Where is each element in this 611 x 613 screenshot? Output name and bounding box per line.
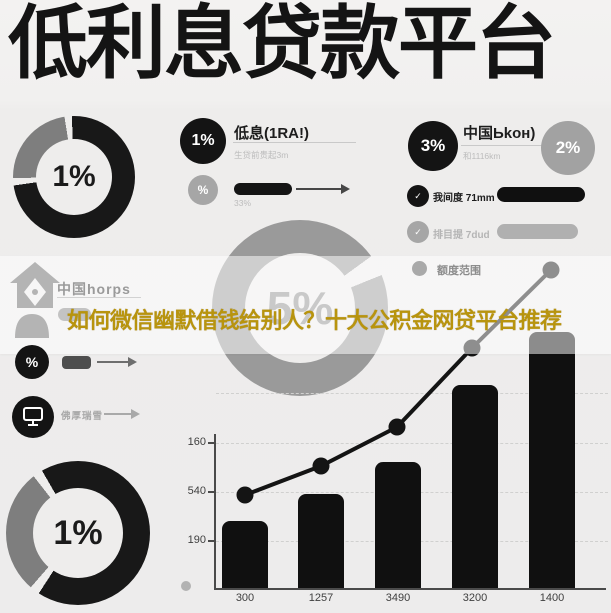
x-tick-label: 300: [235, 592, 255, 604]
progress-pill-dark: [234, 183, 292, 195]
stat-subtext-km: 和1116km: [463, 151, 501, 161]
stat-label-low-interest: 低息(1RA!): [234, 125, 309, 142]
check-icon: ✓: [407, 185, 429, 207]
bar-3490: [375, 462, 421, 588]
y-tick-label: 190: [187, 534, 206, 546]
row-b-label: 排目提 7dud: [433, 230, 490, 241]
monitor-icon: [12, 396, 54, 438]
y-tick-label: 160: [187, 436, 206, 448]
x-axis: [214, 588, 606, 590]
stat-badge-1pct: 1%: [180, 118, 226, 164]
y-axis: [214, 434, 216, 590]
small-dark-bar: [62, 356, 91, 369]
donut-chart-bottom-left: 1%: [6, 461, 150, 605]
row-b-bar: [497, 224, 578, 239]
percent-icon: %: [15, 345, 49, 379]
legend-dot: [412, 261, 427, 276]
axis-origin-dot: [181, 581, 191, 591]
bar-3200: [452, 385, 498, 588]
row-a-label: 我间度 71mm: [433, 193, 495, 204]
bar-300: [222, 521, 268, 588]
stat-label-china: 中国Ьkoн): [463, 125, 536, 142]
y-tick: [208, 442, 214, 444]
stat-badge-2pct: 2%: [541, 121, 595, 175]
y-tick: [208, 540, 214, 542]
home-icon: [10, 262, 60, 338]
banner-mini-bar: [58, 308, 91, 321]
divider-line: [233, 142, 356, 143]
row-c-label: 额度范围: [437, 265, 481, 277]
donut-top-value: 1%: [36, 139, 112, 215]
gridline: [216, 393, 608, 394]
percent-badge: %: [188, 175, 218, 205]
stat-badge-3pct: 3%: [408, 121, 458, 171]
x-tick-label: 1257: [308, 592, 334, 604]
x-tick-label: 1400: [539, 592, 565, 604]
row-a-bar: [497, 187, 585, 202]
bar-1400: [529, 332, 575, 588]
check-icon: ✓: [407, 221, 429, 243]
divider-line: [57, 297, 141, 298]
donut-bottom-value: 1%: [33, 488, 123, 578]
page-title: 低利息贷款平台: [8, 0, 556, 88]
banner-overlay: [0, 256, 611, 354]
arrow-right-icon: [97, 357, 137, 367]
brand-label: 中国horps: [57, 281, 131, 297]
gridline: [216, 443, 608, 444]
stat-subtext: 生贷前贵起3m: [234, 150, 289, 160]
divider-line: [461, 145, 545, 146]
headline-text: 如何微信幽默借钱给别人？十大公积金网贷平台推荐: [67, 308, 562, 333]
arrow-right-icon: [296, 184, 350, 194]
x-tick-label: 3200: [462, 592, 488, 604]
bar-1257: [298, 494, 344, 588]
monitor-row-label: 佛厚瑞雪: [61, 411, 104, 422]
y-tick: [208, 491, 214, 493]
stat-subtext-pct: 33%: [234, 198, 252, 208]
y-tick-label: 540: [187, 485, 206, 497]
arrow-right-icon: [104, 409, 140, 419]
x-tick-label: 3490: [385, 592, 411, 604]
donut-chart-top-left: 1%: [13, 116, 135, 238]
